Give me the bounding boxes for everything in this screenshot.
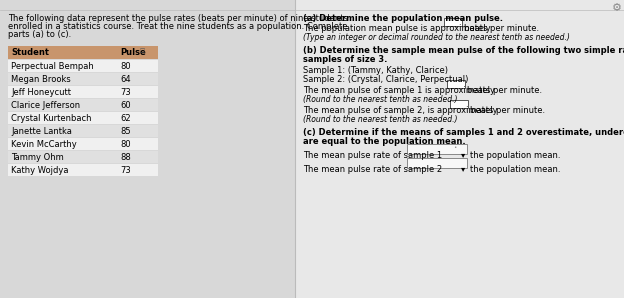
- Text: 73: 73: [120, 166, 131, 175]
- Text: (a) Determine the population mean pulse.: (a) Determine the population mean pulse.: [303, 14, 503, 23]
- Text: •: •: [453, 145, 456, 150]
- Text: 88: 88: [120, 153, 131, 162]
- Text: Clarice Jefferson: Clarice Jefferson: [11, 101, 80, 110]
- Text: Kevin McCarthy: Kevin McCarthy: [11, 140, 77, 149]
- Text: Crystal Kurtenbach: Crystal Kurtenbach: [11, 114, 92, 123]
- Bar: [8, 72, 158, 85]
- Bar: [0, 0, 295, 298]
- Text: The mean pulse rate of sample 2: The mean pulse rate of sample 2: [303, 165, 442, 174]
- Bar: [444, 18, 462, 26]
- Bar: [8, 86, 158, 98]
- Text: The mean pulse of sample 2, is approximately: The mean pulse of sample 2, is approxima…: [303, 106, 497, 115]
- Text: Janette Lantka: Janette Lantka: [11, 127, 72, 136]
- Text: the population mean.: the population mean.: [470, 151, 561, 160]
- Bar: [450, 100, 468, 108]
- Text: □: □: [139, 48, 144, 53]
- Text: enrolled in a statistics course. Treat the nine students as a population. Comple: enrolled in a statistics course. Treat t…: [8, 22, 348, 31]
- Text: ▾: ▾: [461, 164, 466, 173]
- Text: ▾: ▾: [461, 150, 466, 159]
- Text: Pulse: Pulse: [120, 48, 146, 57]
- Text: Student: Student: [11, 48, 49, 57]
- Text: Perpectual Bempah: Perpectual Bempah: [11, 62, 94, 71]
- Text: samples of size 3.: samples of size 3.: [303, 55, 388, 64]
- Bar: [8, 46, 158, 59]
- Text: Tammy Ohm: Tammy Ohm: [11, 153, 64, 162]
- Text: Sample 2: (Crystal, Clarice, Perpectual): Sample 2: (Crystal, Clarice, Perpectual): [303, 75, 469, 84]
- Text: Kathy Wojdya: Kathy Wojdya: [11, 166, 69, 175]
- Bar: [447, 80, 465, 88]
- Bar: [295, 0, 624, 298]
- Text: The mean pulse rate of sample 1: The mean pulse rate of sample 1: [303, 151, 442, 160]
- Text: parts (a) to (c).: parts (a) to (c).: [8, 30, 71, 39]
- Bar: [8, 150, 158, 163]
- Text: Jeff Honeycutt: Jeff Honeycutt: [11, 88, 71, 97]
- Bar: [8, 99, 158, 111]
- Text: 62: 62: [120, 114, 130, 123]
- Text: The population mean pulse is approximately: The population mean pulse is approximate…: [303, 24, 490, 33]
- Bar: [8, 60, 158, 72]
- Bar: [8, 111, 158, 124]
- Text: 73: 73: [120, 88, 131, 97]
- Text: beats per minute.: beats per minute.: [470, 106, 545, 115]
- Bar: [8, 164, 158, 176]
- Bar: [407, 144, 467, 154]
- Text: beats per minute.: beats per minute.: [467, 86, 542, 95]
- Text: 80: 80: [120, 140, 130, 149]
- Text: (b) Determine the sample mean pulse of the following two simple random: (b) Determine the sample mean pulse of t…: [303, 46, 624, 55]
- Text: beats per minute.: beats per minute.: [464, 24, 539, 33]
- Text: 60: 60: [120, 101, 130, 110]
- Bar: [407, 158, 467, 168]
- Text: (Round to the nearest tenth as needed.): (Round to the nearest tenth as needed.): [303, 95, 457, 104]
- Text: 85: 85: [120, 127, 130, 136]
- Text: (c) Determine if the means of samples 1 and 2 overestimate, underestimate, or: (c) Determine if the means of samples 1 …: [303, 128, 624, 137]
- Text: (Round to the nearest tenth as needed.): (Round to the nearest tenth as needed.): [303, 115, 457, 124]
- Bar: [8, 137, 158, 150]
- Text: ⚙: ⚙: [612, 3, 622, 13]
- Text: 64: 64: [120, 75, 130, 84]
- Text: are equal to the population mean.: are equal to the population mean.: [303, 137, 466, 146]
- Text: 80: 80: [120, 62, 130, 71]
- Text: (Type an integer or decimal rounded to the nearest tenth as needed.): (Type an integer or decimal rounded to t…: [303, 33, 570, 42]
- Text: The following data represent the pulse rates (beats per minute) of nine students: The following data represent the pulse r…: [8, 14, 348, 23]
- Text: Megan Brooks: Megan Brooks: [11, 75, 71, 84]
- Text: The mean pulse of sample 1 is approximately: The mean pulse of sample 1 is approximat…: [303, 86, 495, 95]
- Text: Sample 1: (Tammy, Kathy, Clarice): Sample 1: (Tammy, Kathy, Clarice): [303, 66, 448, 75]
- Text: the population mean.: the population mean.: [470, 165, 561, 174]
- Bar: [8, 125, 158, 137]
